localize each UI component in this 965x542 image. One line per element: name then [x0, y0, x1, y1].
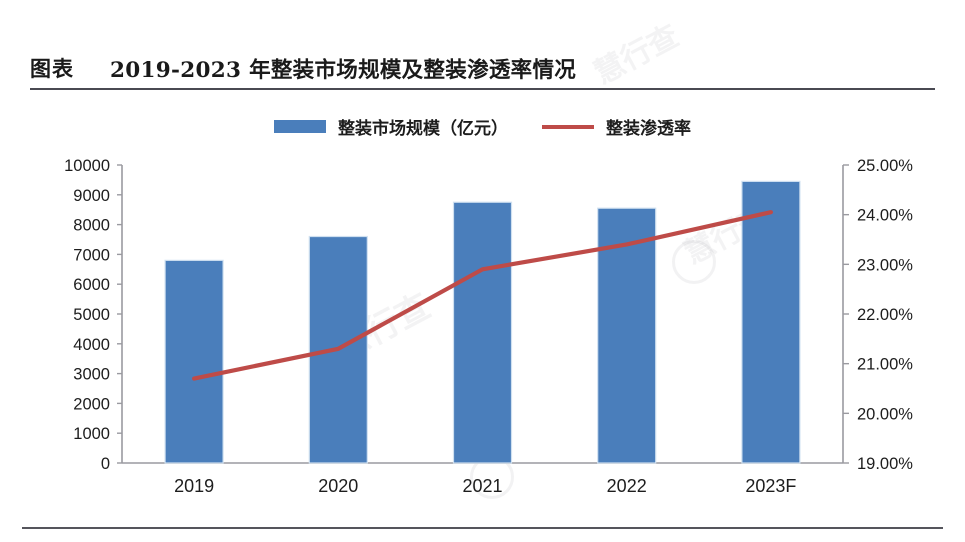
- watermark-text: 慧行查: [328, 285, 438, 370]
- watermark-ring-icon: [672, 240, 716, 284]
- legend-line-swatch-icon: [542, 124, 594, 129]
- svg-text:2022: 2022: [607, 476, 647, 496]
- svg-text:6000: 6000: [73, 276, 110, 294]
- page-title: 2019-2023 年整装市场规模及整装渗透率情况: [110, 57, 577, 83]
- svg-text:25.00%: 25.00%: [857, 157, 913, 175]
- svg-text:8000: 8000: [73, 217, 110, 235]
- watermark-ring-icon: [470, 455, 514, 499]
- legend-label: 整装渗透率: [606, 119, 691, 139]
- line-series-path: [192, 210, 773, 381]
- footer-divider: [22, 527, 943, 529]
- svg-text:0: 0: [101, 455, 110, 473]
- svg-text:2021: 2021: [462, 476, 502, 496]
- svg-text:2023F: 2023F: [745, 476, 796, 496]
- svg-text:20.00%: 20.00%: [857, 405, 913, 423]
- svg-text:21.00%: 21.00%: [857, 356, 913, 374]
- svg-text:1000: 1000: [73, 425, 110, 443]
- bar-2023F: [741, 180, 801, 464]
- watermark-text: 慧行查: [678, 198, 775, 272]
- svg-text:2000: 2000: [73, 395, 110, 413]
- svg-text:7000: 7000: [73, 246, 110, 264]
- legend-bar-swatch-icon: [274, 120, 326, 133]
- svg-text:9000: 9000: [73, 187, 110, 205]
- legend-item-line-series[interactable]: 整装渗透率: [542, 114, 691, 139]
- chart-legend: 整装市场规模（亿元） 整装渗透率: [0, 114, 965, 139]
- svg-text:24.00%: 24.00%: [857, 207, 913, 225]
- svg-text:19.00%: 19.00%: [857, 455, 913, 473]
- svg-text:4000: 4000: [73, 336, 110, 354]
- svg-text:22.00%: 22.00%: [857, 306, 913, 324]
- svg-text:10000: 10000: [64, 157, 110, 175]
- header-divider: [30, 88, 935, 90]
- bar-2020: [308, 235, 368, 464]
- svg-text:2020: 2020: [318, 476, 358, 496]
- legend-label: 整装市场规模（亿元）: [338, 119, 508, 139]
- figure-tag-label: 图表: [30, 56, 74, 81]
- svg-text:2019: 2019: [174, 476, 214, 496]
- bar-2021: [452, 201, 513, 464]
- bar-2019: [164, 259, 224, 464]
- chart-header: 图表 2019-2023 年整装市场规模及整装渗透率情况: [30, 48, 935, 88]
- svg-text:5000: 5000: [73, 306, 110, 324]
- legend-item-bar-series[interactable]: 整装市场规模（亿元）: [274, 114, 508, 139]
- svg-text:3000: 3000: [73, 366, 110, 384]
- svg-text:23.00%: 23.00%: [857, 256, 913, 274]
- bar-2022: [597, 207, 657, 464]
